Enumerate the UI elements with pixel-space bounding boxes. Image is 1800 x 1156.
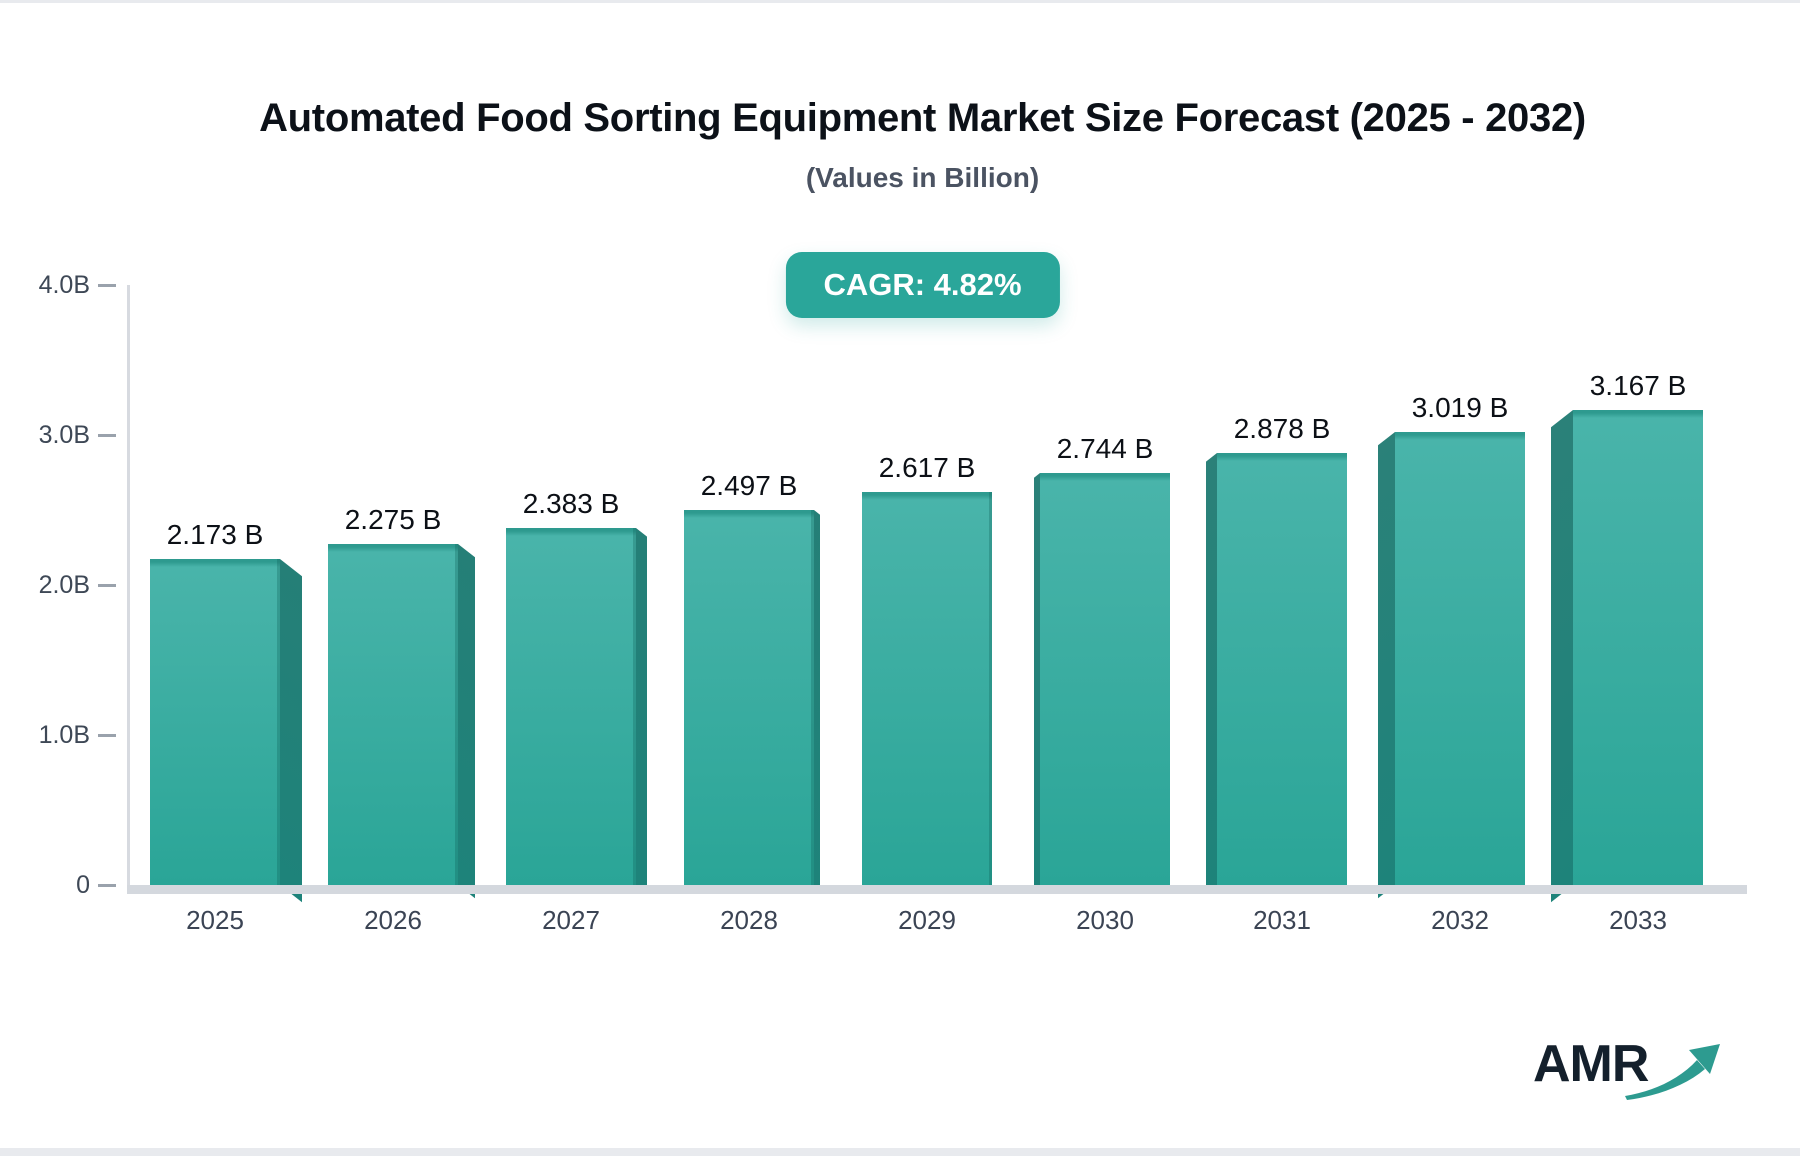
chart-subtitle: (Values in Billion) bbox=[805, 162, 1040, 193]
bar-side-face-2032 bbox=[1378, 432, 1395, 899]
y-axis-tick bbox=[98, 284, 116, 287]
bar-value-label-2028: 2.497 B bbox=[700, 470, 798, 501]
chart-title: Automated Food Sorting Equipment Market … bbox=[259, 96, 1586, 140]
growth-arrow-icon bbox=[1625, 1044, 1720, 1100]
x-axis-label-2029: 2029 bbox=[898, 905, 956, 935]
bar-value-label-2026: 2.275 B bbox=[344, 504, 442, 535]
x-axis-label-2032: 2032 bbox=[1431, 905, 1489, 935]
bar-2033 bbox=[1573, 410, 1703, 885]
bar-value-label-2031: 2.878 B bbox=[1233, 413, 1331, 444]
bar-2031 bbox=[1217, 453, 1347, 885]
bar-2025 bbox=[150, 559, 280, 885]
bar-value-label-2030: 2.744 B bbox=[1056, 433, 1154, 464]
x-axis-label-2025: 2025 bbox=[186, 905, 244, 935]
x-axis-label-2031: 2031 bbox=[1253, 905, 1311, 935]
bar-value-label-2027: 2.383 B bbox=[522, 488, 620, 519]
cagr-badge: CAGR: 4.82% bbox=[785, 252, 1060, 318]
x-axis-baseline bbox=[127, 885, 1747, 894]
y-axis-tick-label: 1.0B bbox=[38, 721, 90, 749]
y-axis-tick bbox=[98, 734, 116, 737]
bar-2032 bbox=[1395, 432, 1525, 885]
bar-2026 bbox=[328, 544, 458, 885]
amr-logo: AMR bbox=[1533, 1034, 1723, 1114]
x-axis-label-2033: 2033 bbox=[1609, 905, 1667, 935]
y-axis-tick-label: 0 bbox=[76, 871, 90, 899]
bar-side-face-2026 bbox=[458, 544, 475, 899]
y-axis-tick bbox=[98, 884, 116, 887]
bar-side-face-2027 bbox=[636, 528, 647, 894]
x-axis-label-2026: 2026 bbox=[364, 905, 422, 935]
y-axis-tick bbox=[98, 434, 116, 437]
y-axis-tick-label: 4.0B bbox=[38, 271, 90, 299]
bar-side-face-2028 bbox=[814, 510, 820, 890]
y-axis-tick bbox=[98, 584, 116, 587]
x-axis-label-2028: 2028 bbox=[720, 905, 778, 935]
bar-value-label-2029: 2.617 B bbox=[878, 452, 976, 483]
x-axis-label-2030: 2030 bbox=[1076, 905, 1134, 935]
bar-side-face-2033 bbox=[1551, 410, 1573, 903]
bottom-edge-strip bbox=[0, 1148, 1800, 1156]
y-axis-line bbox=[127, 285, 130, 894]
bar-side-face-2031 bbox=[1206, 453, 1217, 894]
bar-value-label-2033: 3.167 B bbox=[1589, 370, 1687, 401]
x-axis-label-2027: 2027 bbox=[542, 905, 600, 935]
bar-2030 bbox=[1040, 473, 1170, 885]
amr-logo-text: AMR bbox=[1533, 1035, 1649, 1093]
bar-value-label-2025: 2.173 B bbox=[166, 519, 264, 550]
bar-2027 bbox=[506, 528, 636, 885]
top-edge-strip bbox=[0, 0, 1800, 3]
bar-2028 bbox=[684, 510, 814, 885]
bar-side-face-2025 bbox=[280, 559, 302, 903]
bar-value-label-2032: 3.019 B bbox=[1411, 392, 1509, 423]
y-axis-tick-label: 3.0B bbox=[38, 421, 90, 449]
bar-2029 bbox=[862, 492, 992, 885]
y-axis-tick-label: 2.0B bbox=[38, 571, 90, 599]
